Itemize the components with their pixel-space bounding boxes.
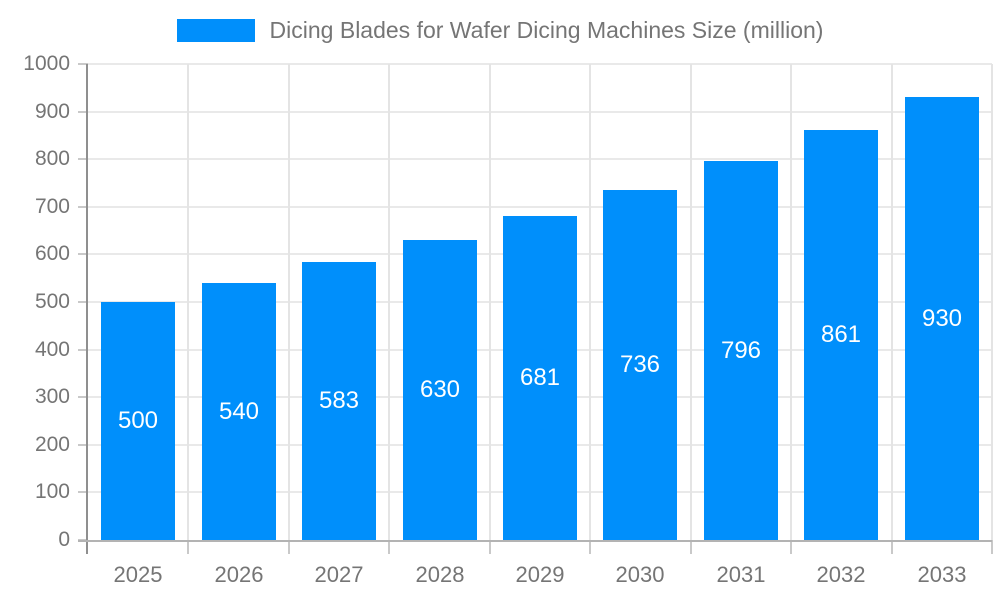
- bar-value-label: 681: [519, 364, 561, 391]
- y-axis-label: 600: [34, 242, 70, 266]
- x-axis-tick: [589, 540, 592, 554]
- y-axis-tick: [78, 110, 88, 113]
- bar-2027[interactable]: 583: [302, 262, 376, 540]
- y-axis-label: 900: [34, 99, 70, 123]
- y-axis-tick: [78, 443, 88, 446]
- bar-value-label: 796: [720, 336, 762, 364]
- bar-value-label: 736: [619, 351, 661, 378]
- y-axis-tick: [78, 253, 88, 256]
- x-axis-line: [78, 540, 992, 542]
- bar-value-label: 500: [117, 407, 159, 434]
- x-axis-tick: [287, 540, 290, 554]
- y-axis-label: 1000: [23, 52, 70, 75]
- x-axis-tick: [790, 540, 793, 554]
- legend-item[interactable]: Dicing Blades for Wafer Dicing Machines …: [0, 17, 1000, 43]
- bar-2029[interactable]: 681: [503, 216, 577, 540]
- legend-swatch-icon: [176, 18, 255, 42]
- x-axis-label: 2028: [415, 562, 465, 587]
- x-gridline: [991, 64, 993, 540]
- bar-value-label: 630: [419, 376, 461, 403]
- y-axis-tick: [78, 158, 88, 161]
- y-axis-tick: [78, 396, 88, 399]
- y-axis-tick: [78, 205, 88, 208]
- bar-value-label: 540: [218, 397, 260, 425]
- bar-value-label: 861: [820, 321, 862, 348]
- legend-label: Dicing Blades for Wafer Dicing Machines …: [269, 17, 824, 43]
- x-axis-label: 2030: [615, 562, 665, 587]
- x-gridline: [287, 64, 290, 540]
- y-axis-label: 0: [58, 528, 70, 551]
- y-axis-tick: [78, 301, 88, 303]
- y-axis-label: 100: [34, 480, 70, 504]
- x-gridline: [589, 64, 592, 540]
- x-axis-tick: [689, 540, 692, 554]
- y-gridline: [88, 205, 992, 208]
- y-axis-label: 700: [34, 194, 70, 218]
- bar-2032[interactable]: 861: [804, 130, 878, 540]
- y-axis-label: 200: [34, 432, 70, 456]
- x-axis-label: 2025: [113, 562, 163, 587]
- y-axis-label: 500: [34, 290, 70, 313]
- y-axis-tick: [78, 348, 88, 351]
- x-gridline: [488, 64, 491, 540]
- x-gridline: [790, 64, 793, 540]
- x-axis-tick: [187, 540, 190, 554]
- x-gridline: [187, 64, 190, 540]
- x-axis-tick: [488, 540, 491, 554]
- y-axis-label: 300: [34, 385, 70, 409]
- x-axis-tick: [991, 540, 993, 554]
- y-gridline: [88, 110, 992, 113]
- x-gridline: [890, 64, 893, 540]
- bar-value-label: 583: [318, 387, 360, 414]
- bar-2028[interactable]: 630: [403, 240, 477, 540]
- x-axis-label: 2026: [214, 562, 264, 587]
- bar-2033[interactable]: 930: [905, 97, 979, 540]
- x-axis-label: 2031: [716, 562, 766, 587]
- y-axis-line: [86, 64, 88, 554]
- y-axis-tick: [78, 491, 88, 494]
- y-axis-tick: [78, 63, 88, 65]
- x-axis-tick: [388, 540, 391, 554]
- bar-2031[interactable]: 796: [704, 161, 778, 540]
- x-axis-label: 2033: [917, 562, 967, 587]
- x-axis-label: 2032: [816, 562, 866, 587]
- y-gridline: [88, 158, 992, 161]
- bar-2025[interactable]: 500: [101, 302, 175, 540]
- y-axis-label: 800: [34, 147, 70, 171]
- x-axis-tick: [890, 540, 893, 554]
- y-gridline: [88, 63, 992, 65]
- x-axis-label: 2027: [314, 562, 364, 587]
- x-axis-label: 2029: [515, 562, 565, 587]
- bar-value-label: 930: [921, 304, 963, 332]
- x-gridline: [689, 64, 692, 540]
- x-gridline: [388, 64, 391, 540]
- y-axis-label: 400: [34, 337, 70, 361]
- bar-2030[interactable]: 736: [603, 190, 677, 540]
- bar-2026[interactable]: 540: [202, 283, 276, 540]
